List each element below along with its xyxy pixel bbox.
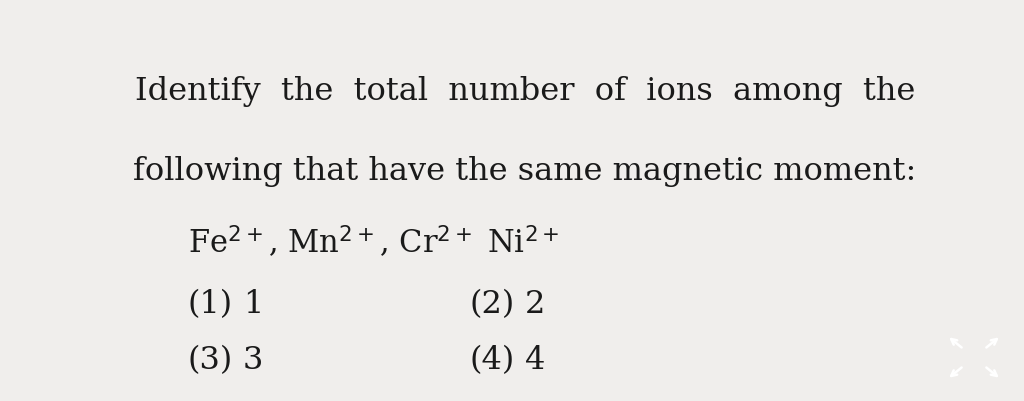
Text: 4: 4 (524, 344, 545, 376)
Text: (4): (4) (469, 344, 514, 376)
Text: Identify  the  total  number  of  ions  among  the: Identify the total number of ions among … (134, 76, 915, 107)
Text: (2): (2) (469, 289, 514, 320)
Text: 1: 1 (243, 289, 263, 320)
Text: 2: 2 (524, 289, 545, 320)
Text: (3): (3) (187, 344, 232, 376)
Text: Fe$^{2+}$, Mn$^{2+}$, Cr$^{2+}$ Ni$^{2+}$: Fe$^{2+}$, Mn$^{2+}$, Cr$^{2+}$ Ni$^{2+}… (187, 224, 559, 260)
Text: (1): (1) (187, 289, 232, 320)
Text: 3: 3 (243, 344, 263, 376)
Text: following that have the same magnetic moment:: following that have the same magnetic mo… (133, 156, 916, 187)
